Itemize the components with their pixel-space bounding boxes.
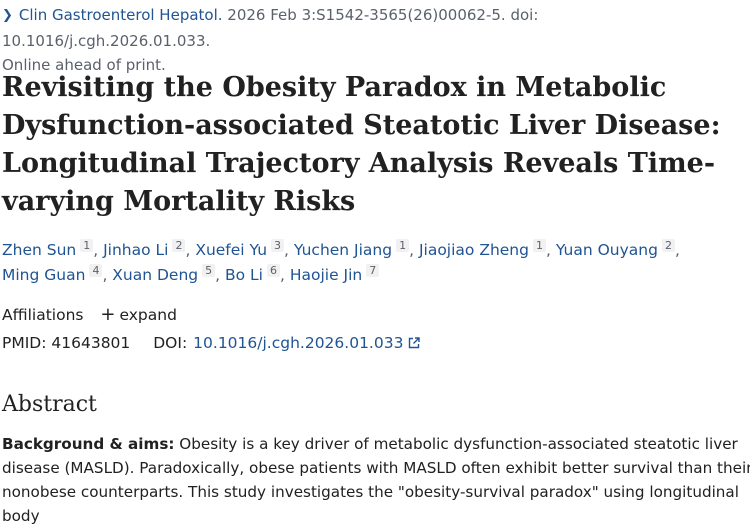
affiliation-number[interactable]: 1: [532, 239, 546, 252]
author-link[interactable]: Jinhao Li: [103, 241, 169, 259]
expand-label: expand: [119, 306, 177, 324]
author-link[interactable]: Yuan Ouyang: [555, 241, 658, 259]
author-link[interactable]: Ming Guan: [2, 266, 86, 284]
pmid-value: 41643801: [51, 334, 131, 352]
background-label: Background & aims:: [2, 435, 175, 453]
citation-block: ❯ Clin Gastroenterol Hepatol. 2026 Feb 3:…: [2, 3, 750, 77]
author-link[interactable]: Bo Li: [224, 266, 263, 284]
expand-affiliations-button[interactable]: + expand: [100, 304, 177, 325]
affiliation-number[interactable]: 4: [89, 264, 103, 277]
abstract-heading: Abstract: [2, 392, 97, 417]
author-link[interactable]: Xuan Deng: [112, 266, 199, 284]
affiliation-number[interactable]: 6: [266, 264, 280, 277]
affiliation-number[interactable]: 1: [396, 239, 410, 252]
doi-value: 10.1016/j.cgh.2026.01.033: [193, 334, 404, 352]
citation-details: 2026 Feb 3:S1542-3565(26)00062-5. doi: 1…: [2, 6, 539, 50]
author-link[interactable]: Haojie Jin: [289, 266, 363, 284]
affiliation-number[interactable]: 1: [80, 239, 94, 252]
article-title: Revisiting the Obesity Paradox in Metabo…: [2, 72, 721, 217]
pmid-label: PMID:: [2, 334, 47, 352]
journal-link[interactable]: Clin Gastroenterol Hepatol.: [18, 6, 223, 24]
doi-label: DOI:: [153, 334, 188, 352]
affiliation-number[interactable]: 2: [172, 239, 186, 252]
abstract-background: Background & aims: Obesity is a key driv…: [2, 432, 750, 528]
publication-status: Online ahead of print.: [2, 56, 166, 74]
chevron-right-icon[interactable]: ❯: [2, 8, 13, 23]
plus-icon: +: [100, 304, 116, 325]
affiliation-number[interactable]: 5: [202, 264, 216, 277]
affiliations-toggle: Affiliations + expand: [2, 304, 177, 326]
author-link[interactable]: Zhen Sun: [2, 241, 77, 259]
affiliation-number[interactable]: 7: [366, 264, 380, 277]
identifiers: PMID: 41643801 DOI: 10.1016/j.cgh.2026.01…: [2, 332, 421, 355]
author-link[interactable]: Jiaojiao Zheng: [418, 241, 529, 259]
doi-link[interactable]: 10.1016/j.cgh.2026.01.033: [193, 333, 421, 355]
authors-list: Zhen Sun 1, Jinhao Li 2, Xuefei Yu 3, Yuche…: [2, 239, 680, 284]
external-link-icon: [408, 333, 421, 355]
author-link[interactable]: Xuefei Yu: [195, 241, 268, 259]
affiliation-number[interactable]: 2: [661, 239, 675, 252]
affiliations-label: Affiliations: [2, 306, 84, 324]
author-link[interactable]: Yuchen Jiang: [293, 241, 393, 259]
affiliation-number[interactable]: 3: [271, 239, 285, 252]
